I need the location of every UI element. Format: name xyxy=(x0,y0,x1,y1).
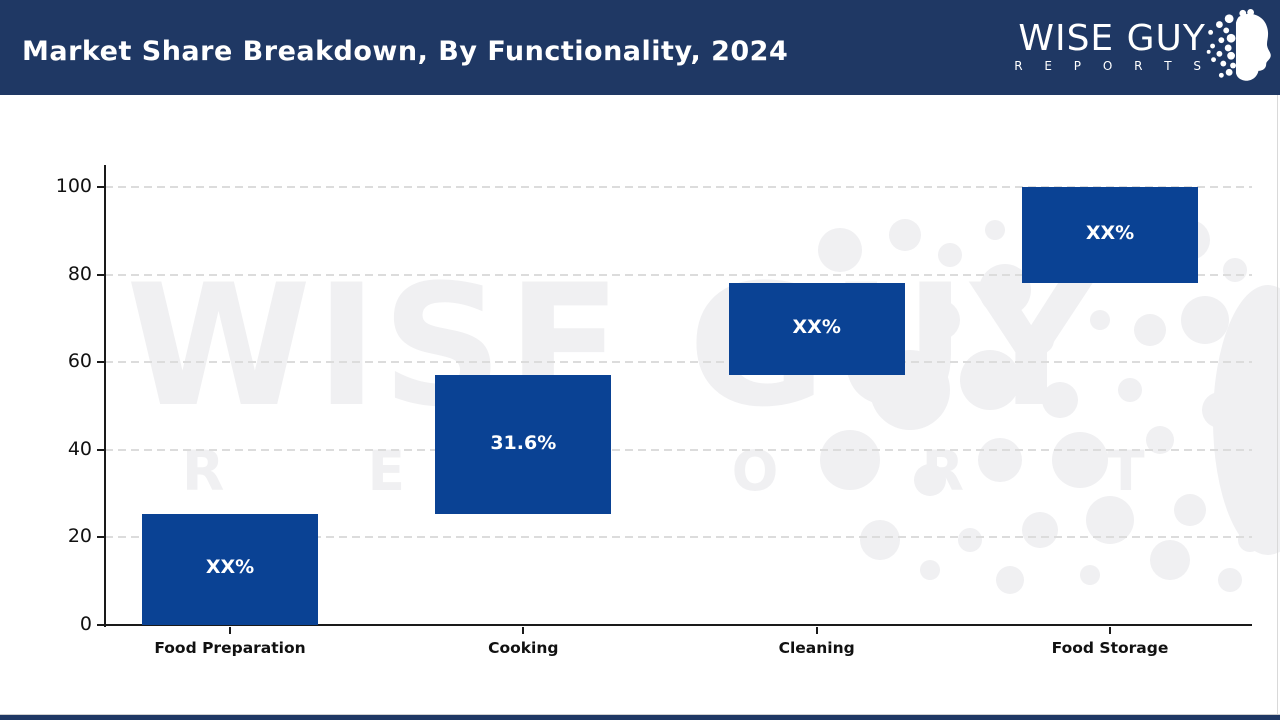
x-axis-tick-1 xyxy=(522,627,525,634)
y-axis-tick-60 xyxy=(97,361,105,364)
bar-value-label: 31.6% xyxy=(490,431,557,454)
brand-name: WISE GUY xyxy=(1018,17,1206,59)
face-profile-icon xyxy=(1206,8,1271,81)
y-axis-line xyxy=(104,165,106,627)
y-axis-label-40: 40 xyxy=(67,437,92,460)
frame-bottom-edge xyxy=(0,714,1280,715)
brand-subtitle: R E P O R T S xyxy=(1014,59,1210,74)
brand-logo: WISE GUY R E P O R T S xyxy=(1014,8,1274,84)
x-axis-label-3: Food Storage xyxy=(1051,639,1169,657)
x-axis-tick-0 xyxy=(229,627,231,634)
bar-food-storage xyxy=(1022,187,1198,284)
bar-cleaning xyxy=(728,283,905,376)
x-axis-label-1: Cooking xyxy=(488,639,559,657)
x-axis-label-0: Food Preparation xyxy=(154,639,306,657)
bar-food-preparation xyxy=(142,513,318,625)
gridline-y40 xyxy=(105,448,1252,451)
x-axis-tick-3 xyxy=(1109,627,1111,634)
x-axis-label-2: Cleaning xyxy=(778,639,855,657)
y-axis-label-0: 0 xyxy=(79,613,92,635)
chart-title: Market Share Breakdown, By Functionality… xyxy=(22,36,789,67)
y-axis-tick-20 xyxy=(97,536,105,539)
x-axis-line xyxy=(103,624,1252,626)
y-axis-label-100: 100 xyxy=(55,175,92,197)
bar-value-label: XX% xyxy=(205,556,255,579)
frame-right-edge xyxy=(1277,95,1278,714)
y-axis-tick-0 xyxy=(97,624,105,626)
brand-logo-text: WISE GUY R E P O R T S xyxy=(1014,19,1210,74)
y-axis-label-80: 80 xyxy=(67,262,92,285)
gridline-y20 xyxy=(105,536,1252,539)
y-axis-tick-100 xyxy=(97,186,105,188)
gridline-y60 xyxy=(105,361,1252,364)
x-axis-tick-2 xyxy=(815,627,818,634)
bar-value-label: XX% xyxy=(792,316,841,339)
gridline-y80 xyxy=(105,273,1252,276)
header-bar: Market Share Breakdown, By Functionality… xyxy=(0,0,1280,95)
bar-value-label: XX% xyxy=(1085,222,1135,245)
y-axis-tick-80 xyxy=(97,273,105,276)
gridline-y100 xyxy=(105,186,1252,188)
footer-bar xyxy=(0,715,1280,720)
y-axis-label-60: 60 xyxy=(67,350,92,373)
y-axis-label-20: 20 xyxy=(67,525,92,548)
bar-cooking xyxy=(435,375,612,514)
y-axis-tick-40 xyxy=(97,448,105,451)
